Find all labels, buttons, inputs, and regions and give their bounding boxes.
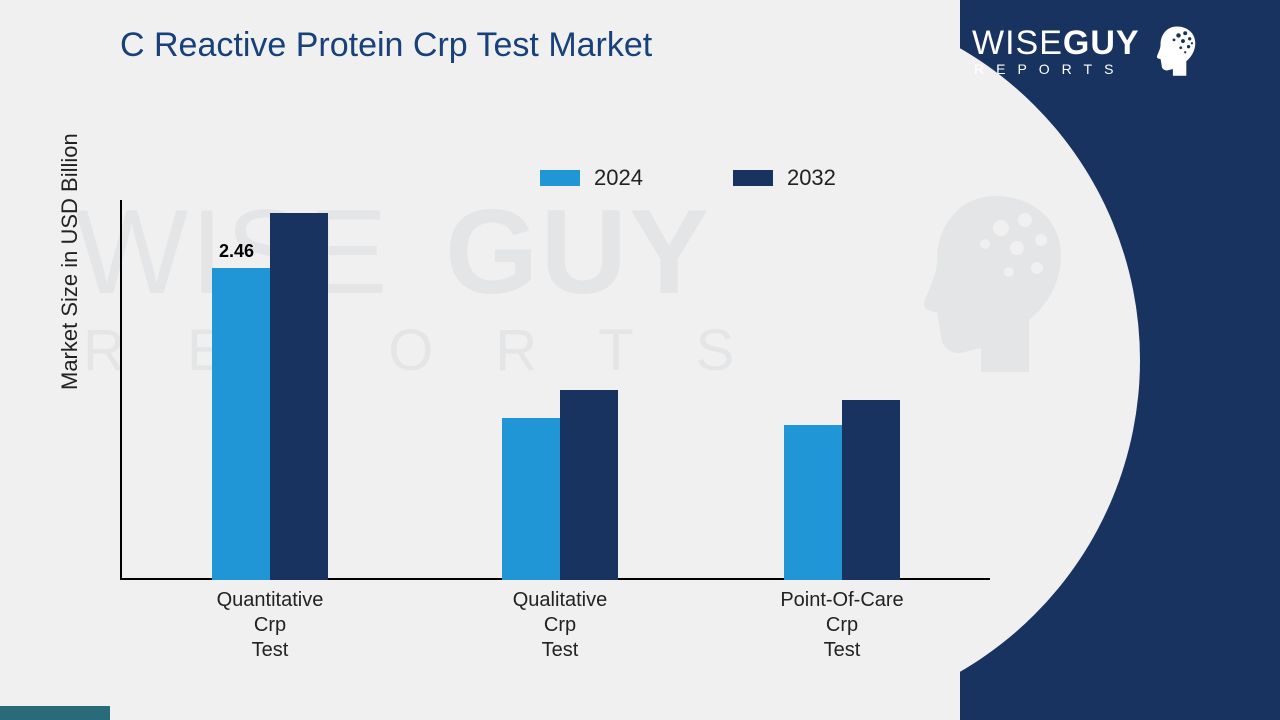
chart-title: C Reactive Protein Crp Test Market: [120, 26, 652, 65]
brand-text: WISEGUY REPORTS: [972, 24, 1140, 77]
category-label-2: Point-Of-Care Crp Test: [772, 588, 912, 663]
y-axis-line: [120, 200, 122, 580]
legend-item-1: 2032: [733, 165, 836, 191]
category-label-1: Qualitative Crp Test: [490, 588, 630, 663]
bar-2032-0: [270, 213, 328, 580]
head-icon: [1146, 22, 1202, 78]
bar-2024-0: [212, 268, 270, 580]
legend-item-0: 2024: [540, 165, 643, 191]
bottom-accent-strip: [0, 706, 110, 720]
value-label-0-0: 2.46: [219, 241, 254, 262]
bar-2032-1: [560, 390, 618, 580]
bar-group-0: [212, 213, 328, 580]
y-axis-label: Market Size in USD Billion: [57, 133, 83, 390]
brand-wordmark: WISEGUY REPORTS: [972, 22, 1262, 78]
plot-area: Quantitative Crp TestQualitative Crp Tes…: [120, 200, 990, 580]
brand-word-2: GUY: [1063, 24, 1140, 62]
brand-subtext: REPORTS: [974, 61, 1140, 77]
brand-word-1: WISE: [972, 24, 1063, 62]
bar-group-1: [502, 390, 618, 580]
bar-2024-2: [784, 425, 842, 580]
bar-2032-2: [842, 400, 900, 580]
brand-logo: WISEGUY REPORTS: [972, 22, 1262, 78]
bar-2024-1: [502, 418, 560, 580]
legend-swatch-1: [733, 170, 773, 186]
infographic-canvas: WISEGUY REPORTS WISE GUY: [0, 0, 1280, 720]
chart-legend: 2024 2032: [540, 165, 836, 191]
legend-label-0: 2024: [594, 165, 643, 191]
category-label-0: Quantitative Crp Test: [200, 588, 340, 663]
legend-swatch-0: [540, 170, 580, 186]
bar-group-2: [784, 400, 900, 580]
legend-label-1: 2032: [787, 165, 836, 191]
